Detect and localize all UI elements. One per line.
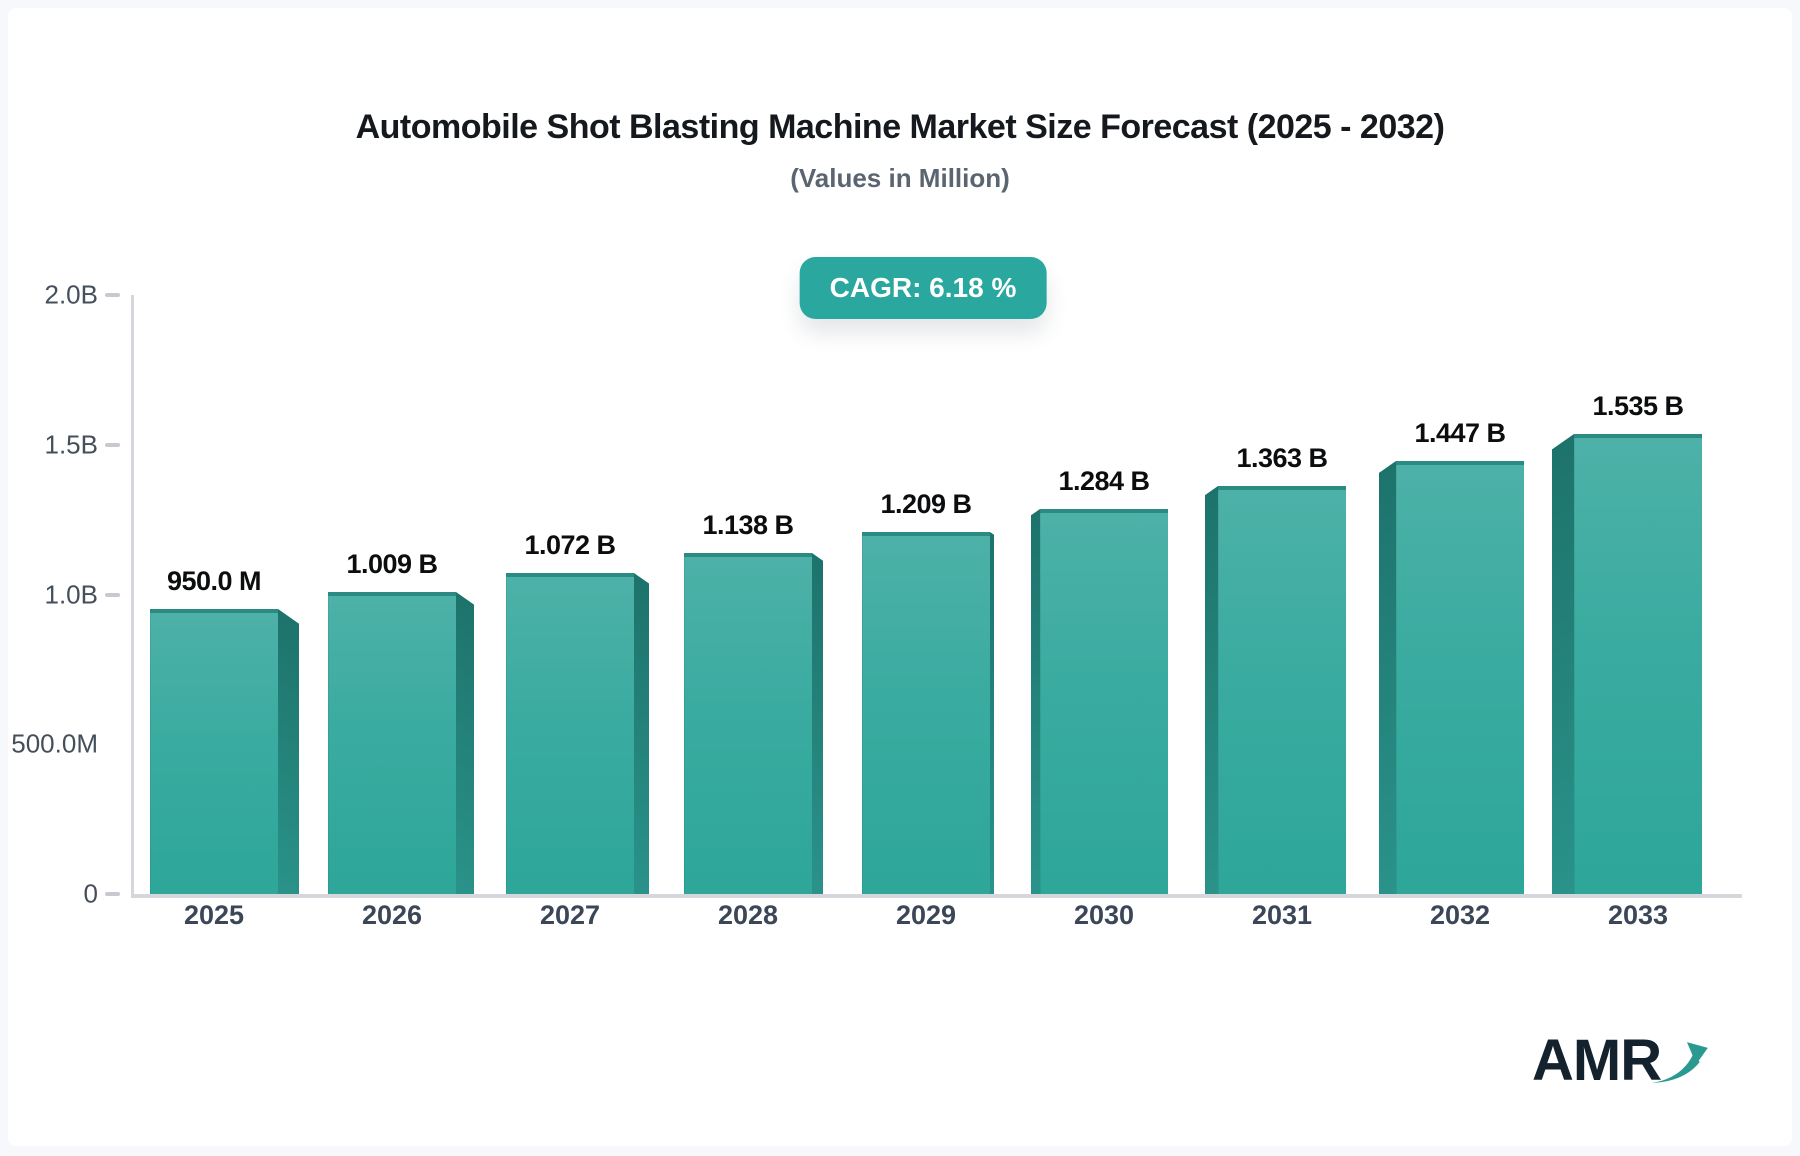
- bar-slot: 1.138 B: [684, 295, 862, 894]
- chart-subtitle: (Values in Million): [790, 163, 1010, 193]
- logo-text: AMR: [1532, 1028, 1662, 1093]
- bar-value-label: 1.535 B: [1592, 391, 1684, 422]
- bar-face: [328, 591, 456, 894]
- bar-column: 950.0 M: [150, 295, 299, 894]
- bar-slot: 1.072 B: [506, 295, 684, 894]
- y-axis-tick-dash: [105, 293, 120, 297]
- bar-value-label: 1.447 B: [1414, 417, 1506, 448]
- bar-slot: 1.009 B: [328, 295, 506, 894]
- bar-value-label: 1.284 B: [1058, 466, 1150, 497]
- bar-column: 1.009 B: [328, 295, 474, 894]
- x-axis-label: 2025: [183, 900, 245, 930]
- bar-column: 1.284 B: [1031, 295, 1168, 894]
- bar-face: [506, 572, 634, 894]
- bar-column: 1.447 B: [1379, 295, 1524, 894]
- bar-side-3d: [456, 591, 474, 894]
- x-label-slot: 2026: [328, 900, 506, 931]
- bar-face: [862, 531, 990, 894]
- bar-value-label: 950.0 M: [166, 566, 262, 597]
- bar-slot: 1.209 B: [862, 295, 1040, 894]
- bar-face: [150, 609, 278, 894]
- bar-column: 1.535 B: [1552, 295, 1702, 894]
- bar-face: [1396, 460, 1524, 894]
- x-axis-label: 2028: [717, 900, 779, 930]
- bar-side-3d: [990, 531, 994, 894]
- bar-value-label: 1.138 B: [702, 510, 794, 541]
- amr-logo: AMR: [1532, 1032, 1709, 1090]
- bar: [1379, 460, 1524, 894]
- bar-face: [1040, 509, 1168, 894]
- bar-slot: 1.363 B: [1205, 295, 1396, 894]
- bar-column: 1.072 B: [506, 295, 649, 894]
- x-label-slot: 2028: [684, 900, 862, 931]
- y-axis-tick-dash: [105, 892, 120, 896]
- bar: [862, 531, 994, 894]
- y-axis-tick-dash: [105, 592, 120, 597]
- y-axis-tick-label: 0: [83, 878, 98, 909]
- bar-side-3d: [1552, 434, 1574, 894]
- bar: [1031, 509, 1168, 894]
- x-label-slot: 2029: [862, 900, 1040, 931]
- bar-column: 1.209 B: [862, 295, 994, 894]
- x-axis-label: 2027: [539, 900, 601, 930]
- bar: [506, 572, 649, 894]
- bar-value-label: 1.009 B: [346, 548, 438, 579]
- x-axis-label: 2033: [1607, 900, 1669, 930]
- x-axis-label: 2032: [1429, 900, 1491, 930]
- bar-column: 1.138 B: [684, 295, 823, 894]
- bar-slot: 1.535 B: [1552, 295, 1742, 894]
- bar-side-3d: [1031, 509, 1040, 894]
- chart-title: Automobile Shot Blasting Machine Market …: [355, 108, 1445, 146]
- bar-face: [1574, 434, 1702, 894]
- bar-slot: 950.0 M: [150, 295, 328, 894]
- x-axis-label: 2029: [895, 900, 957, 930]
- x-label-slot: 2027: [506, 900, 684, 931]
- bar-side-3d: [1205, 485, 1218, 894]
- y-axis-tick-label: 2.0B: [44, 279, 99, 310]
- x-label-slot: 2030: [1040, 900, 1218, 931]
- y-axis-tick-label: 500.0M: [11, 728, 98, 759]
- bar-value-label: 1.072 B: [524, 529, 616, 560]
- bar-value-label: 1.363 B: [1236, 442, 1328, 473]
- x-axis-labels: 2025 2026 2027 2028 2029 2030 2031 2032 2033: [134, 900, 1742, 931]
- bars-area: 950.0 M 1.009 B 1.072 B 1.138 B 1.209 B 1.284…: [134, 295, 1742, 894]
- x-axis-label: 2026: [361, 900, 423, 930]
- y-axis-tick-label: 1.0B: [44, 579, 99, 609]
- bar-face: [684, 553, 812, 894]
- x-label-slot: 2025: [150, 900, 328, 931]
- y-axis-tick-dash: [105, 442, 120, 447]
- x-label-slot: 2031: [1218, 900, 1396, 931]
- bar-slot: 1.284 B: [1031, 295, 1218, 894]
- bar-side-3d: [278, 609, 299, 894]
- cagr-badge: CAGR: 6.18 %: [799, 257, 1047, 319]
- bar: [684, 553, 823, 894]
- bar-column: 1.363 B: [1205, 295, 1346, 894]
- x-label-slot: 2032: [1396, 900, 1574, 931]
- bar: [150, 609, 299, 894]
- bar-side-3d: [812, 553, 823, 894]
- bar: [328, 591, 474, 894]
- logo-arrow-icon: [1652, 1042, 1708, 1083]
- bar-side-3d: [634, 572, 649, 894]
- bar-value-label: 1.209 B: [880, 488, 972, 519]
- bar: [1205, 485, 1346, 894]
- bar-slot: 1.447 B: [1379, 295, 1574, 894]
- x-axis-label: 2031: [1251, 900, 1313, 930]
- plot-area: 2.0B 1.5B 1.0B 500.0M 0 950.0 M 1.009 B 1.072 …: [11, 280, 1742, 909]
- x-label-slot: 2033: [1574, 900, 1752, 931]
- x-axis-label: 2030: [1073, 900, 1135, 930]
- bar: [1552, 434, 1702, 894]
- bar-face: [1218, 485, 1346, 894]
- y-axis-tick-label: 1.5B: [44, 429, 99, 460]
- bar-side-3d: [1379, 460, 1396, 894]
